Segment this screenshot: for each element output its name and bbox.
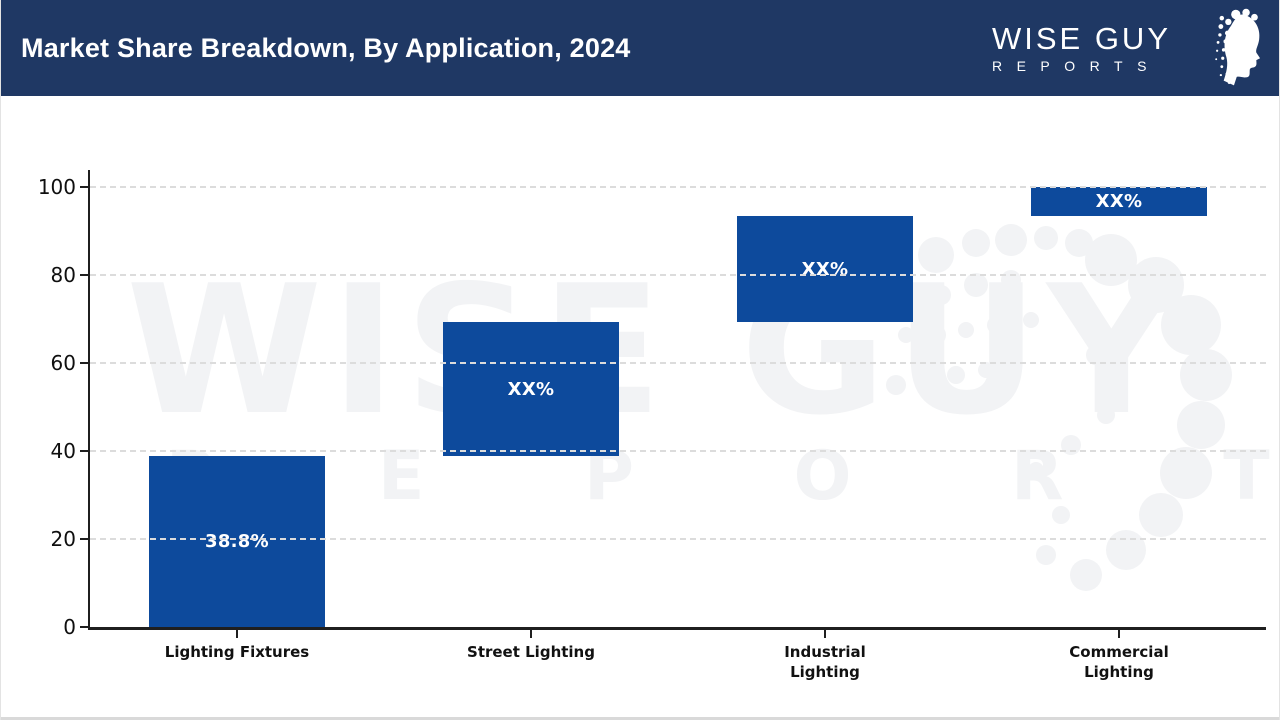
x-category-label-1: Street Lighting xyxy=(467,643,595,661)
bar-value-label: 38.8% xyxy=(205,531,269,553)
x-tick-mark-2 xyxy=(824,630,826,638)
gridline-20 xyxy=(90,537,1266,540)
x-category-label-2: Industrial Lighting xyxy=(784,643,866,681)
y-tick-mark-80 xyxy=(80,273,88,276)
bar-value-label: XX% xyxy=(507,378,555,400)
x-tick-mark-3 xyxy=(1118,630,1120,638)
bar-lighting-fixtures: 38.8% xyxy=(149,456,325,627)
y-tick-mark-0 xyxy=(80,626,88,628)
plot-area: 0 20 40 60 80 100 38.8% Lighting Fixtures XX% Str… xyxy=(38,170,1266,681)
x-category-label-3: Commercial Lighting xyxy=(1069,643,1169,681)
gridline-40 xyxy=(90,449,1266,452)
y-tick-label-80: 80 xyxy=(50,262,76,287)
logo-subtitle: REPORTS xyxy=(991,57,1161,74)
y-tick-mark-100 xyxy=(80,185,88,188)
y-tick-label-0: 0 xyxy=(63,615,76,639)
gridline-100 xyxy=(90,185,1266,188)
page-title: Market Share Breakdown, By Application, … xyxy=(21,32,631,63)
logo-wordmark: WISE GUY xyxy=(991,20,1171,56)
bar-value-label: XX% xyxy=(1095,190,1143,212)
bar-street-lighting: XX% xyxy=(443,322,619,457)
bar-industrial-lighting: XX% xyxy=(737,215,913,323)
gridline-80 xyxy=(90,273,1266,276)
bar-commercial-lighting: XX% xyxy=(1031,186,1207,216)
watermark-face-dots xyxy=(886,224,1232,591)
bar-value-label: XX% xyxy=(801,258,849,280)
wiseguy-logo: WISE GUY REPORTS xyxy=(992,8,1261,88)
y-axis-line xyxy=(88,170,90,630)
x-axis-line xyxy=(88,627,1266,630)
bottom-border xyxy=(1,717,1279,720)
y-tick-mark-60 xyxy=(80,361,88,364)
y-tick-label-40: 40 xyxy=(50,438,76,463)
x-tick-mark-1 xyxy=(530,630,532,638)
y-tick-mark-40 xyxy=(80,449,88,452)
watermark-wordmark: WISE GUY xyxy=(126,247,1184,454)
y-tick-mark-20 xyxy=(80,537,88,540)
logo-text: WISE GUY REPORTS xyxy=(991,20,1171,75)
y-tick-label-60: 60 xyxy=(50,350,76,375)
y-tick-label-20: 20 xyxy=(50,526,76,551)
y-tick-label-100: 100 xyxy=(37,174,76,199)
x-category-label-0: Lighting Fixtures xyxy=(164,643,310,661)
gridline-60 xyxy=(90,361,1266,364)
logo-face-icon xyxy=(1215,8,1261,86)
x-tick-mark-0 xyxy=(236,630,238,638)
header: Market Share Breakdown, By Application, … xyxy=(1,0,1279,96)
